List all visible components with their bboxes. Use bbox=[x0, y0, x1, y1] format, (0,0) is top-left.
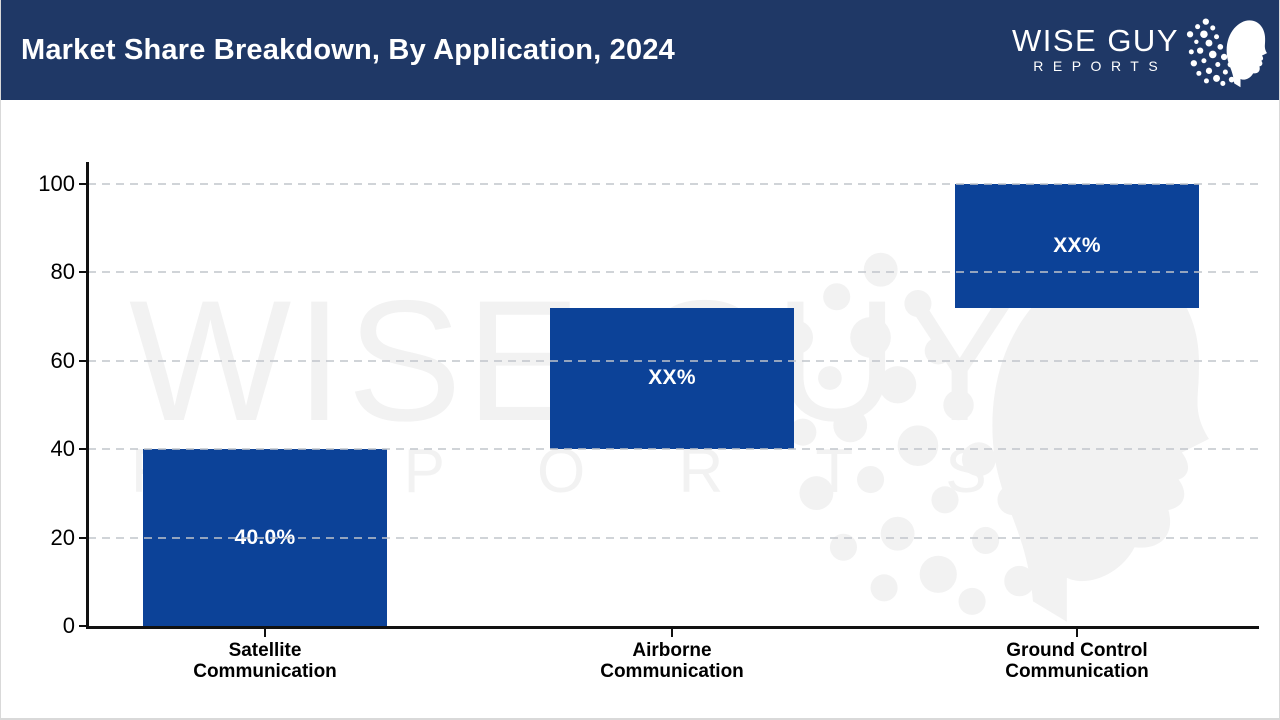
x-tick-2 bbox=[671, 629, 673, 637]
y-tick-label-60: 60 bbox=[50, 347, 75, 373]
logo-subtitle: REPORTS bbox=[1033, 57, 1168, 74]
header-bar: Market Share Breakdown, By Application, … bbox=[1, 0, 1279, 100]
category-label-line: Communication bbox=[600, 661, 744, 682]
y-axis-line bbox=[86, 162, 89, 629]
watermark-face-icon bbox=[779, 252, 1209, 622]
category-label-line: Communication bbox=[193, 661, 337, 682]
y-tick-label-100: 100 bbox=[38, 171, 75, 196]
y-tick-label-80: 80 bbox=[50, 259, 75, 285]
logo-wordmark: WISE GUY bbox=[1011, 23, 1179, 59]
bar-segment-2: XX% bbox=[550, 307, 794, 450]
gridline-20 bbox=[88, 536, 1259, 539]
category-label-line: Communication bbox=[1005, 661, 1149, 682]
bar-segment-3: XX% bbox=[955, 184, 1199, 308]
gridline-80 bbox=[88, 271, 1259, 274]
category-label-2: Airborne Communication bbox=[522, 640, 822, 682]
y-tick-label-40: 40 bbox=[50, 436, 75, 462]
y-tick-20 bbox=[79, 536, 88, 539]
gridline-60 bbox=[88, 359, 1259, 362]
category-label-line: Satellite bbox=[228, 640, 302, 661]
category-label-3: Ground Control Communication bbox=[927, 640, 1227, 682]
y-tick-0 bbox=[79, 625, 88, 627]
bar-value-label-3: XX% bbox=[1053, 233, 1101, 257]
y-tick-label-20: 20 bbox=[50, 524, 75, 550]
category-label-1: Satellite Communication bbox=[115, 640, 415, 682]
category-label-line: Ground Control bbox=[1006, 640, 1148, 661]
gridline-100 bbox=[88, 183, 1259, 185]
x-tick-3 bbox=[1076, 629, 1078, 637]
y-tick-100 bbox=[79, 183, 88, 185]
y-tick-80 bbox=[79, 271, 88, 274]
y-tick-40 bbox=[79, 448, 88, 451]
x-axis-line bbox=[86, 626, 1259, 629]
bar-value-label-2: XX% bbox=[648, 366, 696, 390]
y-tick-label-0: 0 bbox=[62, 613, 75, 638]
category-label-line: Airborne bbox=[632, 640, 712, 661]
gridline-40 bbox=[88, 448, 1259, 451]
wiseguy-face-icon bbox=[1186, 18, 1267, 88]
wiseguy-logo-text: WISE GUY REPORTS bbox=[1012, 25, 1179, 74]
y-tick-60 bbox=[79, 359, 88, 362]
wiseguy-logo: WISE GUY REPORTS bbox=[1012, 12, 1267, 88]
x-tick-1 bbox=[264, 629, 266, 637]
chart-title: Market Share Breakdown, By Application, … bbox=[21, 33, 675, 66]
